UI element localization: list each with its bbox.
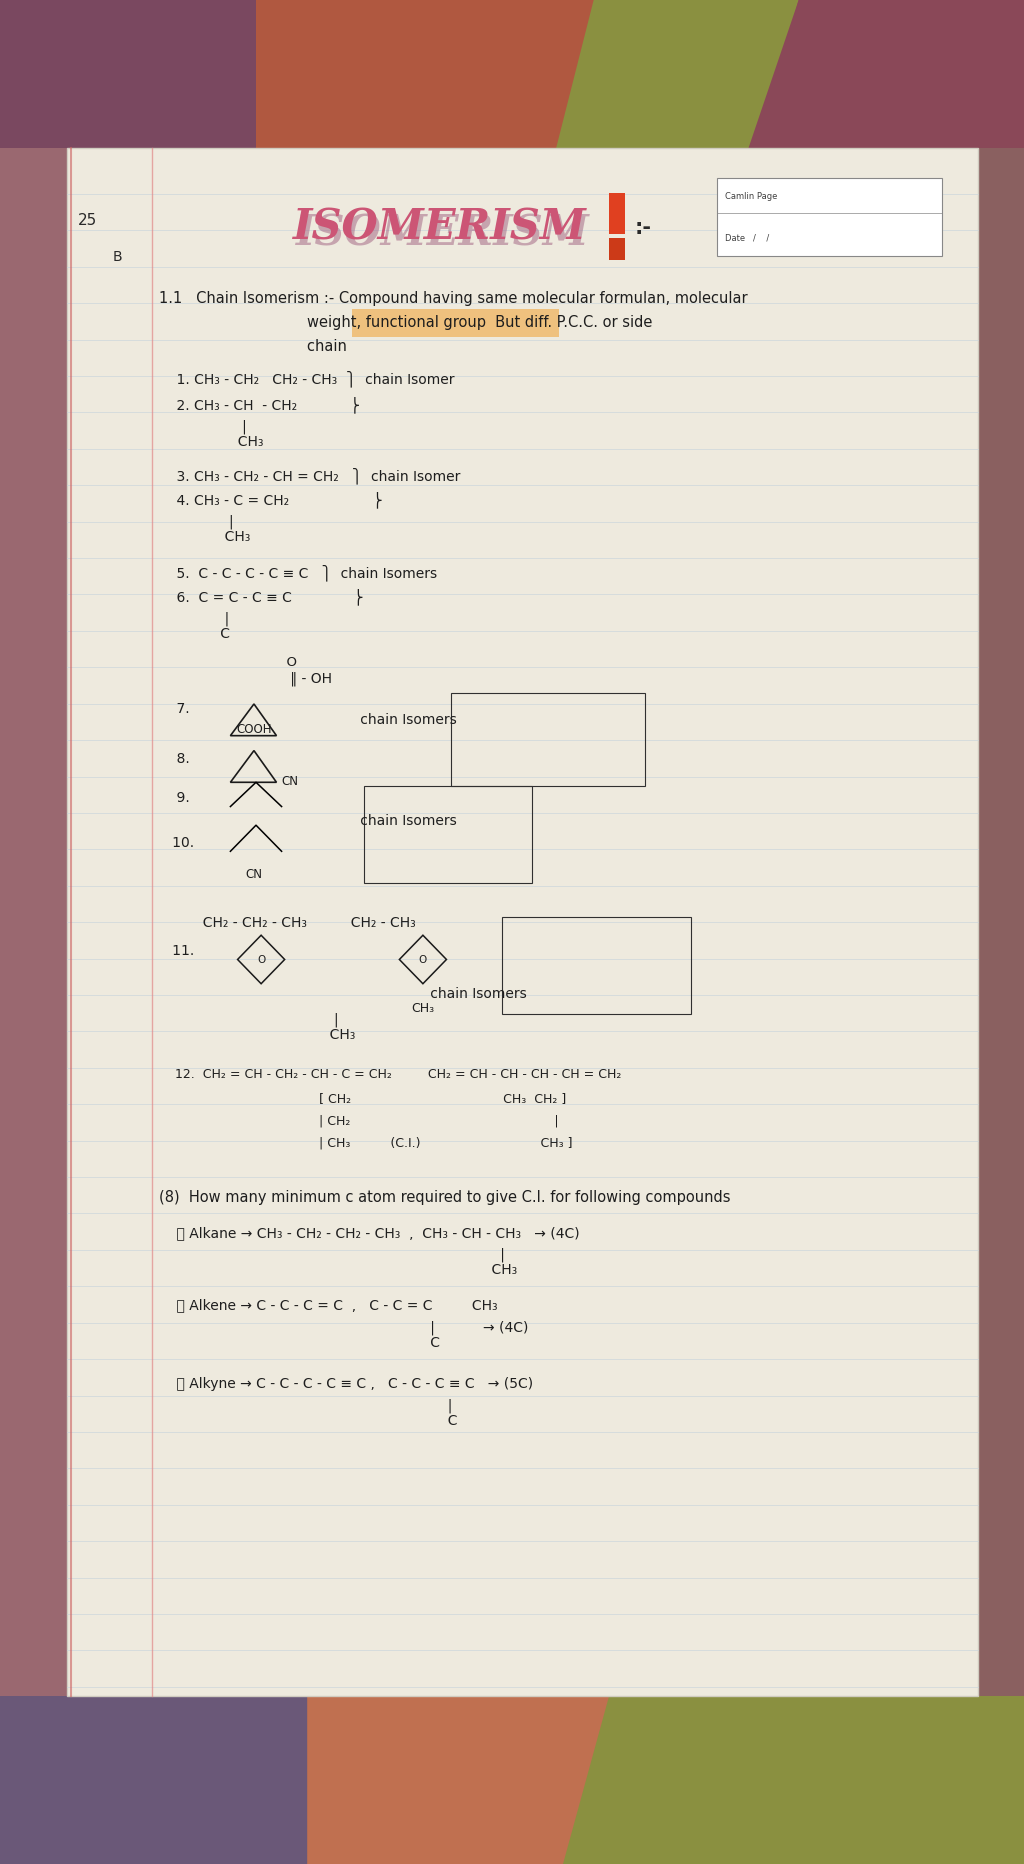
Text: CH₃: CH₃ [159, 1027, 355, 1042]
Text: 2. CH₃ - CH  - CH₂            ⎬: 2. CH₃ - CH - CH₂ ⎬ [159, 397, 359, 412]
Text: | CH₂                                                   |: | CH₂ | [159, 1115, 558, 1126]
Text: Ⓑ Alkene → C - C - C = C  ,   C - C = C         CH₃: Ⓑ Alkene → C - C - C = C , C - C = C CH₃ [159, 1297, 498, 1312]
Text: ISOMERISM: ISOMERISM [297, 212, 590, 254]
Bar [451, 693, 645, 787]
Text: weight, functional group  But diff. P.C.C. or side: weight, functional group But diff. P.C.C… [159, 315, 652, 330]
Text: C: C [159, 626, 229, 641]
Polygon shape [532, 0, 799, 242]
Text: chain Isomers: chain Isomers [159, 813, 457, 828]
Text: |: | [159, 1012, 338, 1027]
Text: 8.: 8. [159, 751, 189, 766]
Text: B: B [113, 250, 123, 265]
Text: ISOMERISM: ISOMERISM [294, 207, 587, 248]
Polygon shape [307, 1678, 666, 1864]
Text: chain Isomers: chain Isomers [159, 986, 526, 1001]
Text: O: O [419, 954, 427, 966]
Text: chain: chain [159, 339, 346, 354]
Text: |: | [159, 611, 229, 626]
Polygon shape [0, 1678, 358, 1864]
Text: CH₃: CH₃ [159, 1262, 517, 1277]
Text: |: | [159, 514, 233, 529]
Text: CH₃: CH₃ [159, 529, 250, 544]
Text: CN: CN [282, 775, 299, 787]
Polygon shape [563, 1678, 1024, 1864]
Text: O: O [159, 656, 297, 667]
Text: 1.1   Chain Isomerism :- Compound having same molecular formulan, molecular: 1.1 Chain Isomerism :- Compound having s… [159, 291, 748, 306]
Bar [0, 149, 67, 1696]
Text: 9.: 9. [159, 790, 189, 805]
Text: CH₂ - CH₂ - CH₃          CH₂ - CH₃: CH₂ - CH₂ - CH₃ CH₂ - CH₃ [159, 915, 416, 930]
Text: chain Isomers: chain Isomers [159, 712, 457, 727]
Bar [717, 179, 942, 257]
Text: 4. CH₃ - C = CH₂                   ⎬: 4. CH₃ - C = CH₂ ⎬ [159, 492, 382, 507]
Text: 10.: 10. [159, 835, 194, 850]
Bar [978, 149, 1024, 1696]
Text: [ CH₂                                      CH₃  CH₂ ]: [ CH₂ CH₃ CH₂ ] [159, 1092, 566, 1103]
Polygon shape [0, 0, 1024, 224]
Text: Ⓒ Alkyne → C - C - C - C ≡ C ,   C - C - C ≡ C   → (5C): Ⓒ Alkyne → C - C - C - C ≡ C , C - C - C… [159, 1376, 532, 1391]
Text: CH₃: CH₃ [159, 434, 263, 449]
Text: 3. CH₃ - CH₂ - CH = CH₂   ⎫  chain Isomer: 3. CH₃ - CH₂ - CH = CH₂ ⎫ chain Isomer [159, 468, 460, 483]
Text: O: O [257, 954, 265, 966]
Text: 12.  CH₂ = CH - CH₂ - CH - C = CH₂         CH₂ = CH - CH - CH - CH = CH₂: 12. CH₂ = CH - CH₂ - CH - C = CH₂ CH₂ = … [159, 1068, 622, 1079]
Polygon shape [256, 0, 614, 242]
Bar [364, 787, 532, 884]
Text: |           → (4C): | → (4C) [159, 1320, 528, 1335]
Text: Camlin Page: Camlin Page [725, 192, 777, 201]
Text: 5.  C - C - C - C ≡ C   ⎫  chain Isomers: 5. C - C - C - C ≡ C ⎫ chain Isomers [159, 565, 437, 580]
Text: |: | [159, 1398, 452, 1413]
Text: Ⓐ Alkane → CH₃ - CH₂ - CH₂ - CH₃  ,  CH₃ - CH - CH₃   → (4C): Ⓐ Alkane → CH₃ - CH₂ - CH₂ - CH₃ , CH₃ -… [159, 1225, 580, 1240]
Text: ‖ - OH: ‖ - OH [159, 671, 332, 686]
Bar [609, 239, 625, 261]
Text: |: | [159, 1247, 505, 1262]
Text: COOH: COOH [237, 723, 271, 734]
Text: 11.: 11. [159, 943, 194, 958]
Text: 25: 25 [78, 212, 96, 227]
FancyBboxPatch shape [67, 149, 978, 1696]
Text: |: | [159, 419, 247, 434]
Text: 1. CH₃ - CH₂   CH₂ - CH₃  ⎫  chain Isomer: 1. CH₃ - CH₂ CH₂ - CH₃ ⎫ chain Isomer [159, 371, 455, 386]
Polygon shape [717, 0, 1024, 242]
Text: | CH₃          (C.I.)                              CH₃ ]: | CH₃ (C.I.) CH₃ ] [159, 1137, 572, 1148]
Bar [609, 194, 625, 235]
Text: 7.: 7. [159, 701, 189, 716]
Text: C: C [159, 1335, 439, 1350]
Polygon shape [0, 0, 358, 242]
Text: C: C [159, 1413, 458, 1428]
Bar [502, 917, 691, 1014]
Text: 6.  C = C - C ≡ C              ⎬: 6. C = C - C ≡ C ⎬ [159, 589, 364, 604]
Text: CN: CN [246, 869, 262, 880]
Text: Date   /    /: Date / / [725, 233, 769, 242]
FancyBboxPatch shape [352, 309, 559, 337]
Text: :-: :- [635, 218, 652, 237]
Text: CH₃: CH₃ [412, 1003, 434, 1014]
Text: (8)  How many minimum c atom required to give C.I. for following compounds: (8) How many minimum c atom required to … [159, 1189, 730, 1204]
